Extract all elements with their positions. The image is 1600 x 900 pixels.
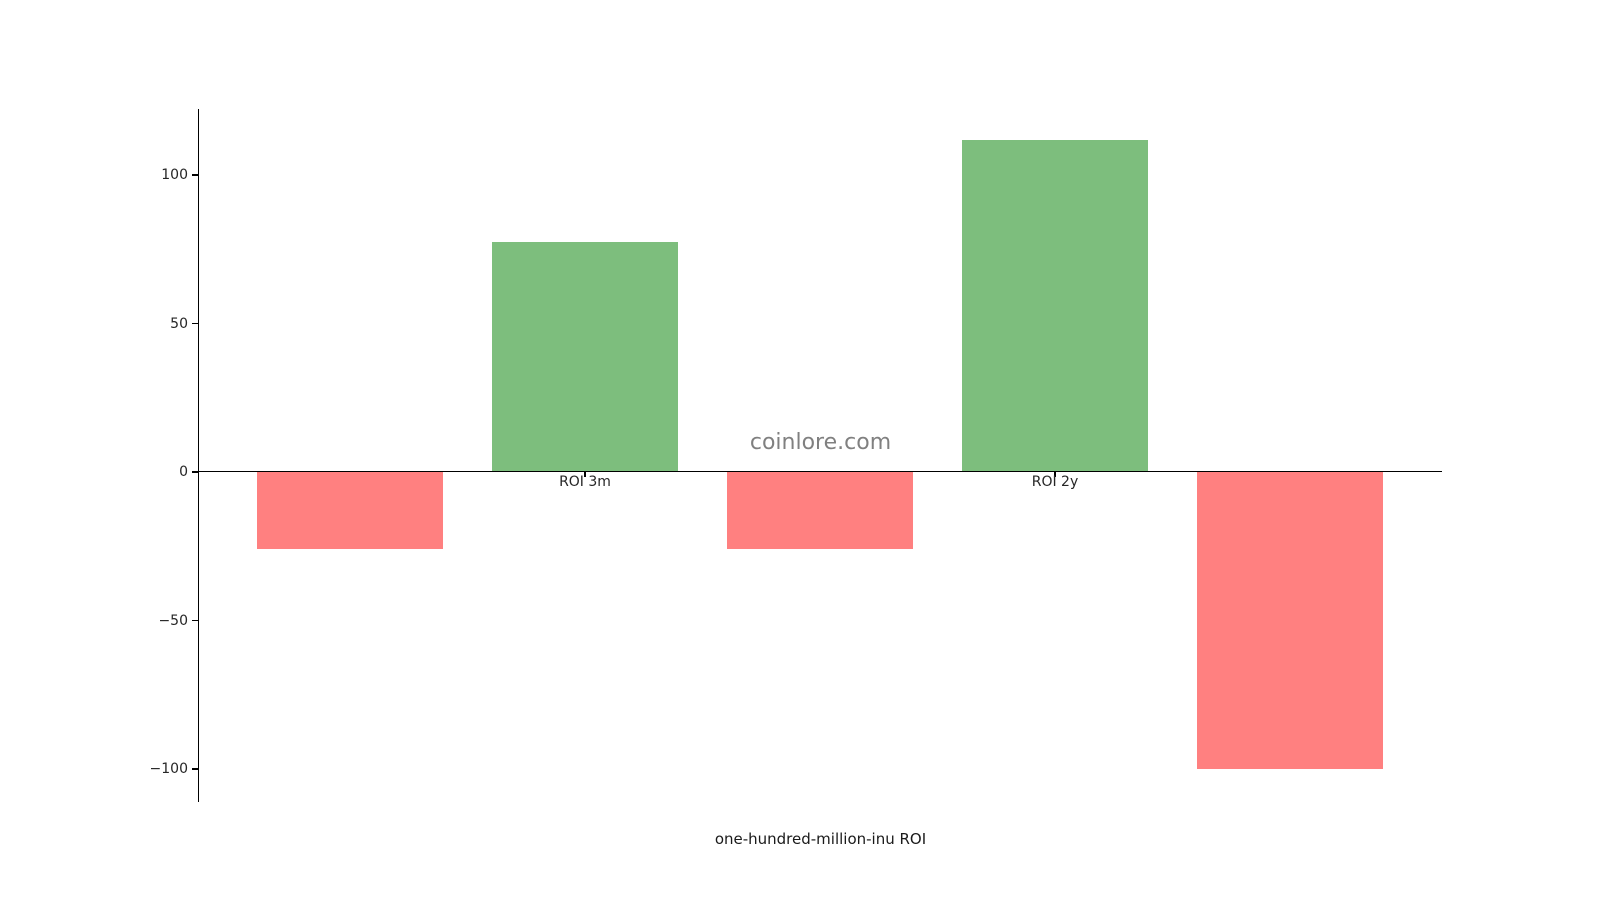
coinlore-watermark: coinlore.com: [749, 430, 892, 455]
y-axis-tick-label: 50: [170, 315, 188, 332]
y-axis-tick-mark: [192, 768, 199, 770]
y-axis-line: [197, 109, 199, 802]
y-axis-tick-label: 0: [179, 464, 188, 480]
roi-bar: [962, 139, 1148, 472]
y-axis-tick-mark: [192, 619, 199, 622]
roi-bar: [1197, 472, 1383, 769]
y-axis-tick-label: −100: [149, 761, 188, 777]
y-axis-tick-mark: [192, 471, 199, 473]
x-axis-tick-label: ROI 2y: [1031, 474, 1079, 490]
roi-bar: [727, 472, 913, 549]
x-axis-tick-label: ROI 3m: [559, 474, 611, 490]
chart-title: one-hundred-million-inu ROI: [714, 830, 927, 848]
x-axis-tick-mark: [1054, 472, 1056, 477]
roi-bar: [492, 242, 678, 472]
x-axis-zero-line: [197, 470, 1442, 473]
y-axis-tick-label: 100: [161, 167, 188, 183]
y-axis-tick-mark: [192, 174, 199, 176]
roi-bar: [257, 472, 443, 549]
y-axis-tick-mark: [192, 322, 199, 325]
x-axis-tick-mark: [584, 472, 586, 477]
y-axis-tick-label: −50: [158, 612, 188, 629]
